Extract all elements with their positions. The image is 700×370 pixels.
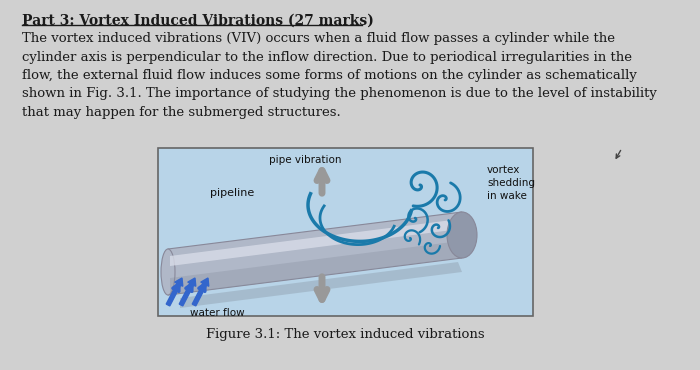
FancyArrow shape bbox=[166, 278, 183, 306]
FancyArrow shape bbox=[193, 278, 209, 306]
Text: The vortex induced vibrations (VIV) occurs when a fluid flow passes a cylinder w: The vortex induced vibrations (VIV) occu… bbox=[22, 32, 657, 119]
Text: pipeline: pipeline bbox=[210, 188, 254, 198]
Polygon shape bbox=[180, 262, 462, 308]
Ellipse shape bbox=[161, 249, 175, 295]
Text: vortex
shedding
in wake: vortex shedding in wake bbox=[487, 165, 535, 201]
Polygon shape bbox=[168, 212, 462, 295]
Text: Figure 3.1: The vortex induced vibrations: Figure 3.1: The vortex induced vibration… bbox=[206, 328, 484, 341]
FancyArrow shape bbox=[179, 278, 196, 306]
Text: Part 3: Vortex Induced Vibrations (27 marks): Part 3: Vortex Induced Vibrations (27 ma… bbox=[22, 14, 374, 28]
Ellipse shape bbox=[447, 212, 477, 258]
Text: water flow: water flow bbox=[190, 308, 244, 318]
Polygon shape bbox=[170, 241, 460, 295]
Polygon shape bbox=[170, 219, 460, 266]
Bar bbox=[158, 148, 533, 316]
Text: pipe vibration: pipe vibration bbox=[269, 155, 342, 165]
